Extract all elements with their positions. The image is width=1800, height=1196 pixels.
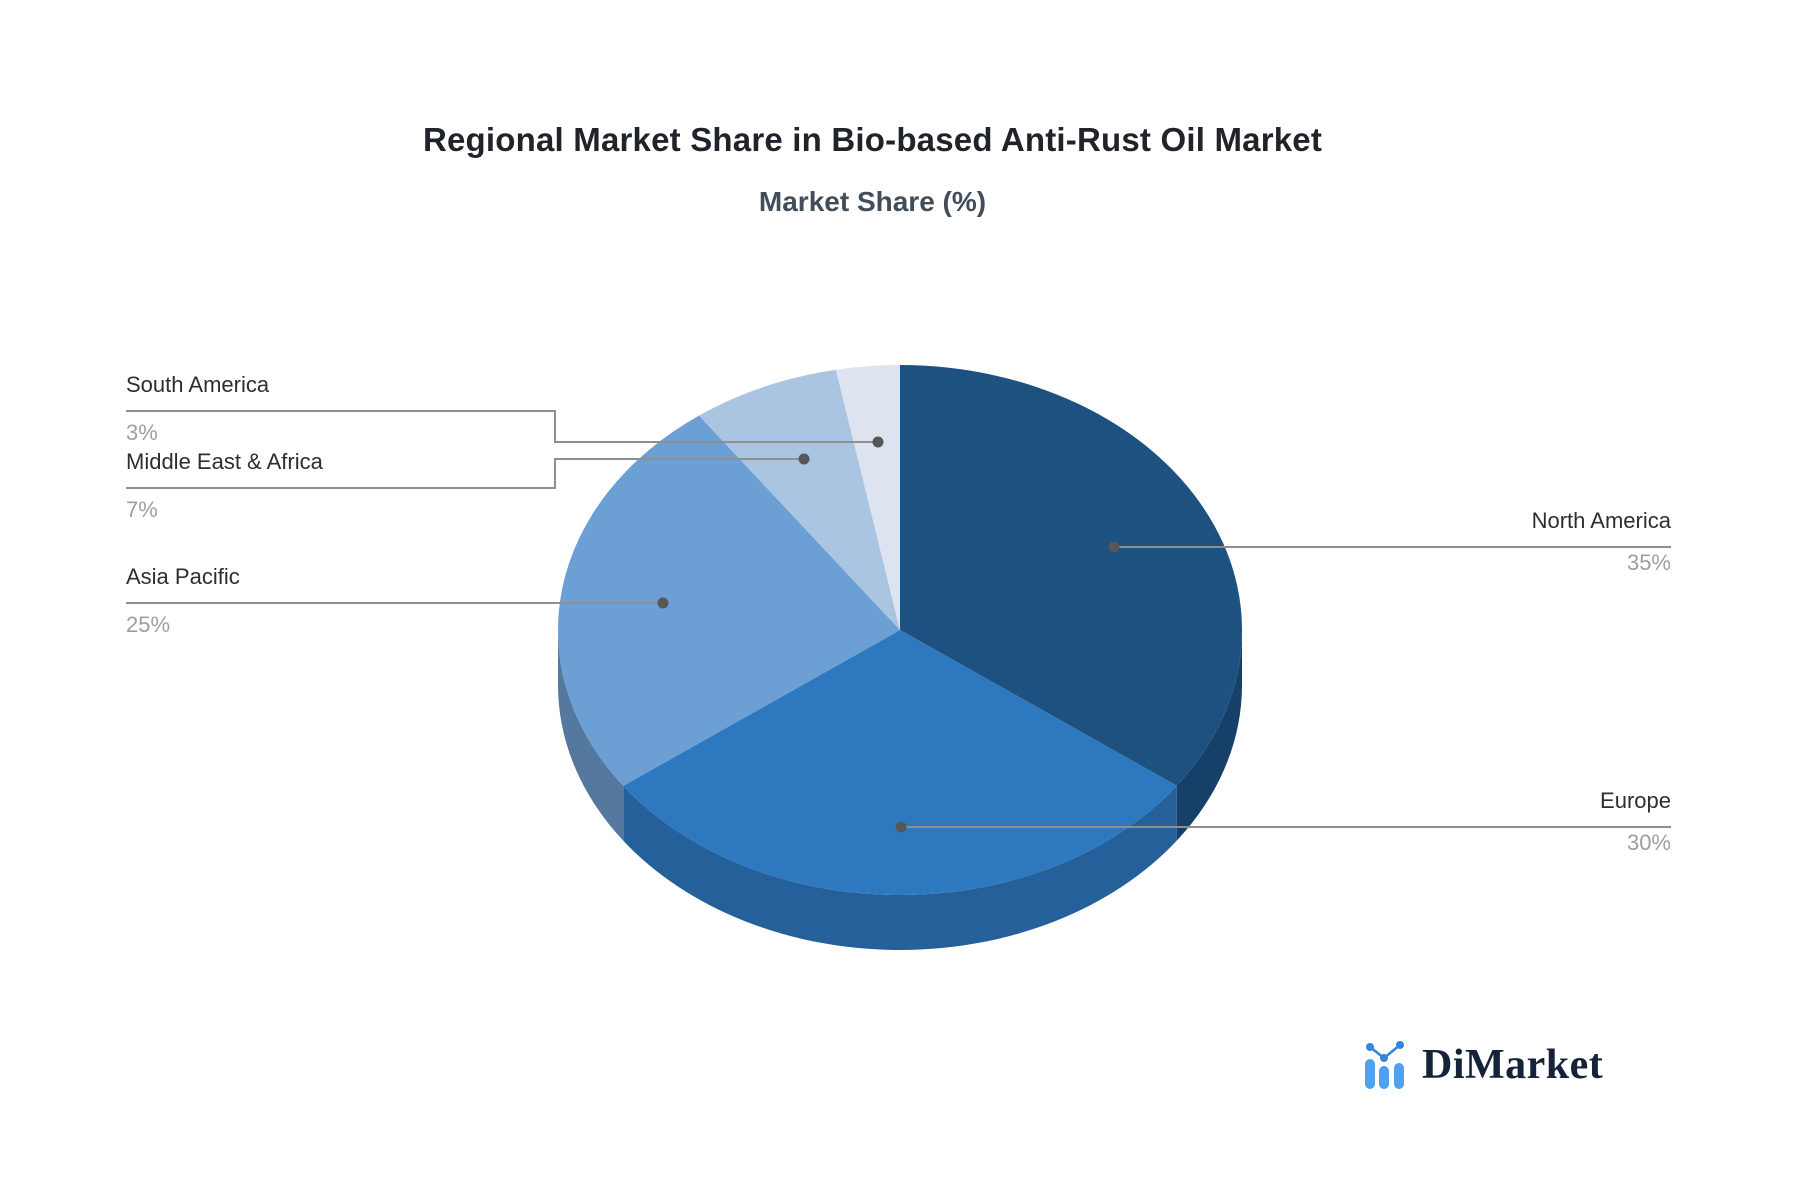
leader-dot-europe bbox=[895, 821, 907, 833]
callout-label-north-america: North America bbox=[1531, 508, 1671, 533]
callout-value-europe: 30% bbox=[1626, 830, 1671, 855]
pie-slice-middle-east-africa[interactable] bbox=[698, 369, 900, 630]
callout-value-asia-pacific: 25% bbox=[126, 612, 171, 637]
chart-title: Regional Market Share in Bio-based Anti-… bbox=[422, 121, 1323, 158]
leader-line-middle-east-africa bbox=[126, 458, 804, 489]
bar-line-chart-icon bbox=[1365, 1041, 1404, 1089]
pie-slice-south-america[interactable] bbox=[835, 365, 900, 630]
leader-line-south-america bbox=[126, 410, 878, 443]
callout-value-south-america: 3% bbox=[126, 420, 158, 445]
dimarket-logo: DiMarket bbox=[1362, 1038, 1603, 1092]
pie-slice-north-america[interactable] bbox=[900, 365, 1243, 786]
leader-dot-middle-east-africa bbox=[798, 453, 810, 465]
callout-value-middle-east-africa: 7% bbox=[126, 497, 158, 522]
leader-dot-south-america bbox=[872, 436, 884, 448]
callout-label-asia-pacific: Asia Pacific bbox=[126, 564, 240, 589]
pie-slice-europe[interactable] bbox=[623, 630, 1177, 895]
chart-subtitle: Market Share (%) bbox=[758, 186, 987, 217]
leader-dot-asia-pacific bbox=[657, 597, 669, 609]
callout-label-middle-east-africa: Middle East & Africa bbox=[126, 449, 323, 474]
callout-value-north-america: 35% bbox=[1626, 550, 1671, 575]
pie-rim-asia-pacific bbox=[558, 630, 624, 841]
pie-rim-europe bbox=[623, 785, 1177, 951]
callout-label-europe: Europe bbox=[1600, 788, 1671, 813]
pie-slice-asia-pacific[interactable] bbox=[558, 415, 900, 786]
leader-dot-north-america bbox=[1108, 541, 1120, 553]
pie-rim-north-america bbox=[1176, 630, 1242, 841]
logo-wordmark: DiMarket bbox=[1422, 1042, 1604, 1088]
callout-label-south-america: South America bbox=[126, 372, 270, 397]
